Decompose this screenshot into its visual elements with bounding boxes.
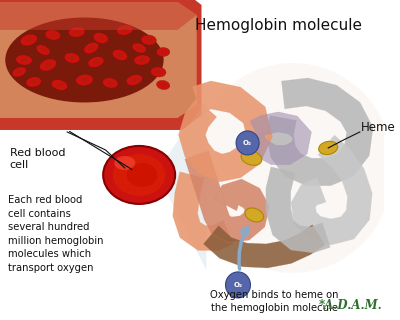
Circle shape	[226, 272, 250, 298]
Text: Oxygen binds to heme on
the hemoglobin molecule: Oxygen binds to heme on the hemoglobin m…	[210, 290, 339, 313]
Ellipse shape	[89, 46, 94, 50]
Ellipse shape	[114, 156, 135, 170]
Ellipse shape	[5, 18, 164, 102]
Polygon shape	[0, 2, 197, 118]
Text: *A.D.A.M.: *A.D.A.M.	[318, 299, 382, 312]
Ellipse shape	[21, 58, 28, 62]
Polygon shape	[204, 225, 325, 268]
Ellipse shape	[98, 36, 104, 40]
Ellipse shape	[127, 163, 157, 187]
Ellipse shape	[117, 25, 133, 35]
Ellipse shape	[36, 45, 50, 55]
Ellipse shape	[151, 67, 166, 77]
Text: Red blood
cell: Red blood cell	[10, 148, 65, 170]
Ellipse shape	[26, 38, 33, 42]
Ellipse shape	[156, 47, 170, 57]
Text: Hemoglobin molecule: Hemoglobin molecule	[195, 18, 362, 33]
Ellipse shape	[245, 208, 264, 222]
Ellipse shape	[50, 33, 56, 37]
Ellipse shape	[103, 78, 118, 88]
Ellipse shape	[45, 30, 60, 40]
Ellipse shape	[126, 75, 142, 85]
Circle shape	[192, 63, 394, 273]
Ellipse shape	[26, 77, 41, 87]
Text: O₂: O₂	[234, 282, 242, 288]
Ellipse shape	[45, 63, 52, 68]
Polygon shape	[266, 167, 330, 253]
Ellipse shape	[52, 80, 68, 90]
Ellipse shape	[64, 53, 80, 63]
Polygon shape	[0, 2, 197, 30]
Ellipse shape	[103, 146, 175, 204]
Ellipse shape	[40, 59, 56, 71]
Polygon shape	[267, 78, 373, 186]
Ellipse shape	[82, 78, 88, 82]
Ellipse shape	[122, 28, 128, 32]
Ellipse shape	[88, 57, 104, 67]
Ellipse shape	[113, 154, 166, 196]
Ellipse shape	[31, 80, 37, 84]
Polygon shape	[173, 172, 234, 251]
Ellipse shape	[137, 46, 142, 50]
Ellipse shape	[108, 81, 114, 85]
Polygon shape	[246, 112, 312, 165]
Polygon shape	[168, 100, 206, 270]
Ellipse shape	[141, 35, 156, 45]
Ellipse shape	[57, 83, 63, 87]
Ellipse shape	[16, 55, 32, 65]
Ellipse shape	[84, 42, 98, 54]
Circle shape	[236, 131, 259, 155]
Ellipse shape	[69, 27, 85, 37]
Polygon shape	[178, 81, 272, 182]
Ellipse shape	[319, 141, 338, 155]
Polygon shape	[185, 151, 270, 243]
Ellipse shape	[146, 38, 152, 42]
Ellipse shape	[112, 50, 127, 60]
Ellipse shape	[74, 30, 80, 34]
Ellipse shape	[93, 60, 100, 64]
Ellipse shape	[132, 78, 138, 82]
Ellipse shape	[156, 70, 162, 74]
Ellipse shape	[93, 33, 108, 43]
Ellipse shape	[70, 56, 76, 60]
Ellipse shape	[139, 58, 146, 62]
Ellipse shape	[156, 80, 170, 90]
Ellipse shape	[132, 43, 146, 53]
Text: Heme: Heme	[361, 122, 396, 134]
Text: Each red blood
cell contains
several hundred
million hemoglobin
molecules which
: Each red blood cell contains several hun…	[8, 195, 103, 273]
Ellipse shape	[41, 48, 46, 52]
Ellipse shape	[20, 34, 37, 46]
Polygon shape	[0, 0, 202, 130]
Ellipse shape	[134, 55, 150, 65]
Ellipse shape	[17, 70, 22, 74]
Ellipse shape	[161, 83, 166, 87]
Ellipse shape	[161, 50, 166, 54]
Polygon shape	[291, 135, 372, 245]
Text: O₂: O₂	[243, 140, 252, 146]
Ellipse shape	[241, 151, 262, 165]
Ellipse shape	[12, 67, 26, 77]
Ellipse shape	[76, 75, 93, 85]
Ellipse shape	[118, 53, 123, 57]
